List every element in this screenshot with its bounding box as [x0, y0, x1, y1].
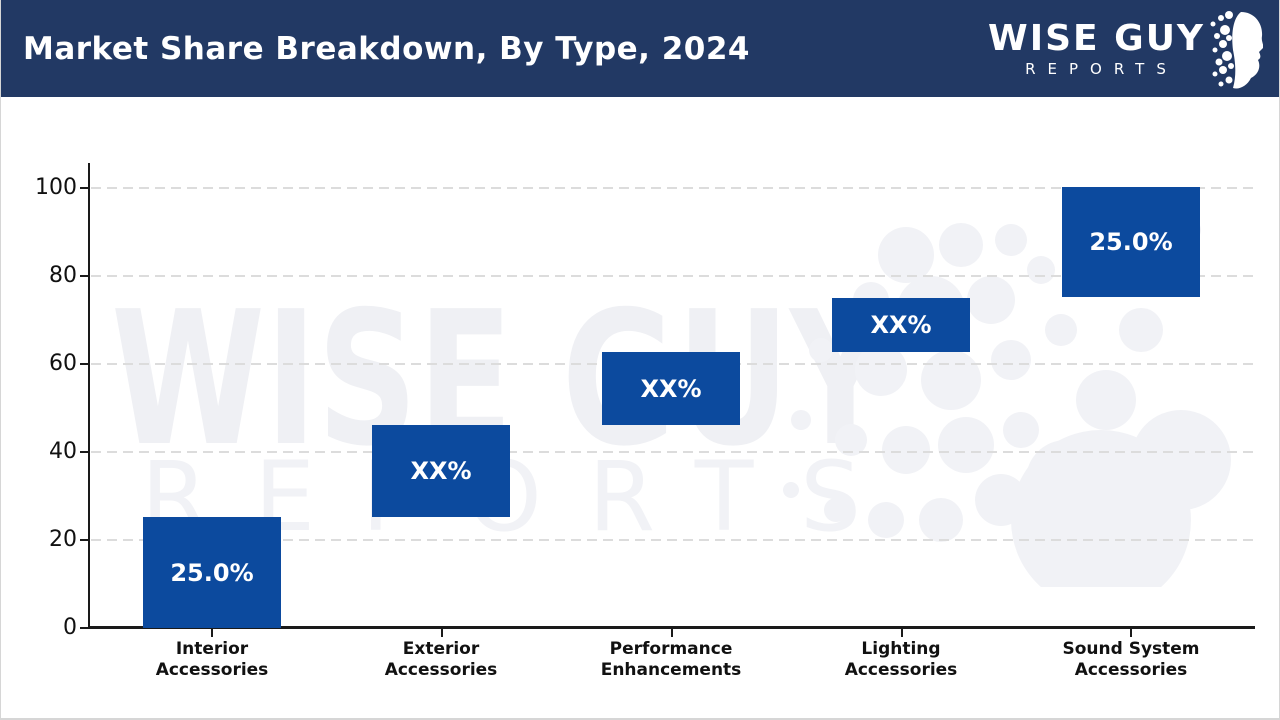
- logo-text: WISE GUY REPORTS: [987, 18, 1205, 79]
- y-tickmark-60: [80, 363, 88, 365]
- x-category-label-sound-system: Sound System Accessories: [1011, 639, 1251, 681]
- category-line2: Enhancements: [600, 660, 742, 680]
- category-line1: Performance: [609, 639, 733, 659]
- y-tick-label-100: 100: [35, 175, 77, 200]
- bar-value-label: 25.0%: [170, 558, 254, 587]
- y-tick-label-40: 40: [49, 439, 77, 464]
- category-line1: Lighting: [861, 639, 941, 659]
- category-line1: Exterior: [402, 639, 480, 659]
- logo-head-icon: [1210, 11, 1263, 89]
- y-tickmark-0: [80, 627, 88, 629]
- x-tickmark-lighting: [901, 629, 903, 637]
- wiseguy-logo: WISE GUY REPORTS: [988, 6, 1263, 92]
- gridline-80: [91, 275, 1254, 277]
- x-tickmark-sound: [1130, 629, 1132, 637]
- logo-reports-label: REPORTS: [1025, 60, 1178, 78]
- bar-value-label: 25.0%: [1089, 228, 1173, 256]
- y-tickmark-20: [80, 539, 88, 541]
- y-tick-label-60: 60: [49, 351, 77, 376]
- category-line1: Interior: [175, 639, 249, 659]
- y-tickmark-80: [80, 275, 88, 277]
- bar-value-label: XX%: [640, 374, 702, 403]
- page-title: Market Share Breakdown, By Type, 2024: [23, 30, 751, 67]
- y-axis-line: [88, 163, 90, 629]
- bar-interior-accessories: 25.0%: [143, 517, 281, 628]
- x-tickmark-exterior: [441, 629, 443, 637]
- x-tickmark-interior: [211, 629, 213, 637]
- category-line2: Accessories: [1074, 660, 1188, 680]
- logo-wiseguy-label: WISE GUY: [987, 18, 1205, 59]
- x-category-label-lighting: Lighting Accessories: [781, 639, 1021, 681]
- bar-exterior-accessories: XX%: [372, 425, 510, 517]
- gridline-100: [91, 187, 1254, 189]
- gridline-20: [91, 539, 1254, 541]
- bar-performance-enhancements: XX%: [602, 352, 740, 425]
- x-category-label-interior: Interior Accessories: [92, 639, 332, 681]
- y-tick-label-20: 20: [49, 527, 77, 552]
- category-line1: Sound System: [1062, 639, 1200, 659]
- bar-value-label: XX%: [410, 457, 472, 485]
- y-tickmark-40: [80, 451, 88, 453]
- header-bar: Market Share Breakdown, By Type, 2024 WI…: [1, 0, 1279, 97]
- x-axis-line: [88, 626, 1255, 629]
- y-tick-label-80: 80: [49, 263, 77, 288]
- category-line2: Accessories: [155, 660, 269, 680]
- category-line2: Accessories: [384, 660, 498, 680]
- x-category-label-performance: Performance Enhancements: [551, 639, 791, 681]
- x-category-label-exterior: Exterior Accessories: [321, 639, 561, 681]
- y-tickmark-100: [80, 187, 88, 189]
- x-tickmark-performance: [671, 629, 673, 637]
- bar-lighting-accessories: XX%: [832, 298, 970, 352]
- gridline-40: [91, 451, 1254, 453]
- bar-value-label: XX%: [870, 311, 932, 339]
- y-tick-label-0: 0: [63, 615, 77, 640]
- bar-sound-system-accessories: 25.0%: [1062, 187, 1200, 297]
- category-line2: Accessories: [844, 660, 958, 680]
